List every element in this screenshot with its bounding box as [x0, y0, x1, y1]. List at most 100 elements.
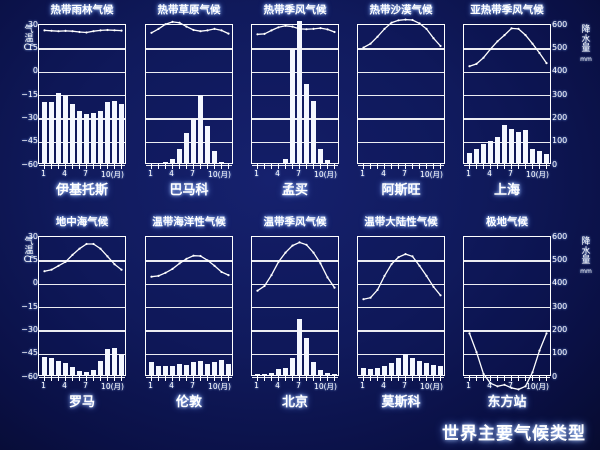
month-tick [489, 164, 491, 169]
precipitation-bar [402, 354, 408, 375]
gridline [252, 260, 338, 262]
precipitation-bar [76, 371, 82, 375]
gridline [146, 71, 232, 73]
precipitation-bar [55, 361, 61, 375]
month-tick [43, 164, 45, 169]
month-tick [178, 376, 180, 381]
precipitation-bar [62, 362, 68, 375]
precipitation-tick-label: 400 [552, 66, 568, 76]
month-tick [390, 376, 392, 381]
month-axis-labels: 1 4 7 10(月) [463, 381, 551, 392]
month-tick [326, 164, 328, 169]
axis-label-char: 水 [581, 246, 591, 257]
precipitation-bar [331, 374, 337, 375]
precipitation-bar [183, 133, 189, 163]
precipitation-bar [296, 20, 302, 163]
city-name: 北京 [281, 395, 309, 410]
precipitation-bar [324, 159, 330, 163]
gridline [39, 165, 125, 167]
temperature-tick-label: 15 [27, 42, 38, 52]
month-tick [418, 164, 420, 169]
plot-area [38, 236, 126, 379]
precipitation-bar [211, 361, 217, 375]
plot-area [145, 236, 233, 379]
gridline [358, 283, 444, 285]
temperature-tick-label: 15 [27, 254, 38, 264]
month-label: 7 [402, 381, 407, 390]
precipitation-unit: mm [580, 55, 592, 63]
precipitation-bar [508, 129, 514, 163]
month-tick [71, 164, 73, 169]
gridline [39, 141, 125, 143]
precipitation-bar [388, 363, 394, 375]
month-tick [496, 376, 498, 381]
precipitation-bars [40, 237, 124, 375]
month-tick [270, 164, 272, 169]
plot-area [145, 20, 233, 167]
precipitation-bar [162, 366, 168, 375]
month-label: 10(月) [101, 170, 124, 179]
gridline [358, 141, 444, 143]
month-label: 4 [169, 381, 174, 390]
precipitation-bar [536, 150, 542, 163]
gridline [146, 353, 232, 355]
month-tick [326, 376, 328, 381]
climate-panel: 极地气候 1 4 7 10(月) 东方站 [463, 216, 551, 410]
gridline [252, 307, 338, 309]
month-label: 10(月) [314, 170, 337, 179]
gridline [252, 353, 338, 355]
gridline [358, 118, 444, 120]
month-tick [425, 376, 427, 381]
month-tick-marks [463, 376, 551, 381]
axis-label-char: 量 [581, 44, 591, 54]
month-tick [157, 164, 159, 169]
precipitation-bar [218, 161, 224, 163]
month-tick [503, 164, 505, 169]
month-tick-marks [38, 376, 126, 381]
precipitation-bar [261, 373, 267, 375]
temperature-line [362, 253, 442, 301]
month-label: 7 [402, 169, 407, 178]
month-tick [482, 164, 484, 169]
gridline [464, 260, 550, 262]
gridline [464, 353, 550, 355]
month-label: 7 [296, 169, 301, 178]
month-tick [227, 164, 229, 169]
temperature-tick-label: 0 [32, 66, 38, 76]
gridline [146, 141, 232, 143]
gridline [39, 118, 125, 120]
temperature-tick-label: 0 [32, 278, 38, 288]
month-tick [510, 376, 512, 381]
month-tick [120, 376, 122, 381]
precipitation-bar [211, 150, 217, 163]
month-axis-labels: 1 4 7 10(月) [145, 169, 233, 180]
precipitation-bars [253, 20, 337, 163]
gridline [252, 48, 338, 50]
precipitation-bar [183, 364, 189, 375]
month-label: 4 [381, 169, 386, 178]
gridline [252, 330, 338, 332]
axis-label-char: 降 [581, 237, 591, 247]
month-tick [106, 164, 108, 169]
precipitation-tick-label: 500 [552, 42, 568, 52]
month-tick [369, 376, 371, 381]
precipitation-tick-label: 500 [552, 254, 568, 264]
precipitation-bar [303, 337, 309, 375]
temperature-axis-label: 气温 C° [18, 238, 40, 265]
precipitation-bar [437, 366, 443, 375]
month-tick [475, 164, 477, 169]
temperature-tick-label: −60 [21, 371, 38, 381]
gridline [252, 118, 338, 120]
gridline [464, 95, 550, 97]
precipitation-bar [118, 103, 124, 163]
month-label: 10(月) [420, 382, 443, 391]
precipitation-bar [97, 360, 103, 375]
temperature-tick-label: −30 [21, 324, 38, 334]
city-name: 巴马科 [169, 183, 209, 198]
precipitation-bar [111, 348, 117, 375]
gridline [464, 283, 550, 285]
precipitation-bar [41, 356, 47, 375]
month-tick [185, 164, 187, 169]
gridline [252, 141, 338, 143]
